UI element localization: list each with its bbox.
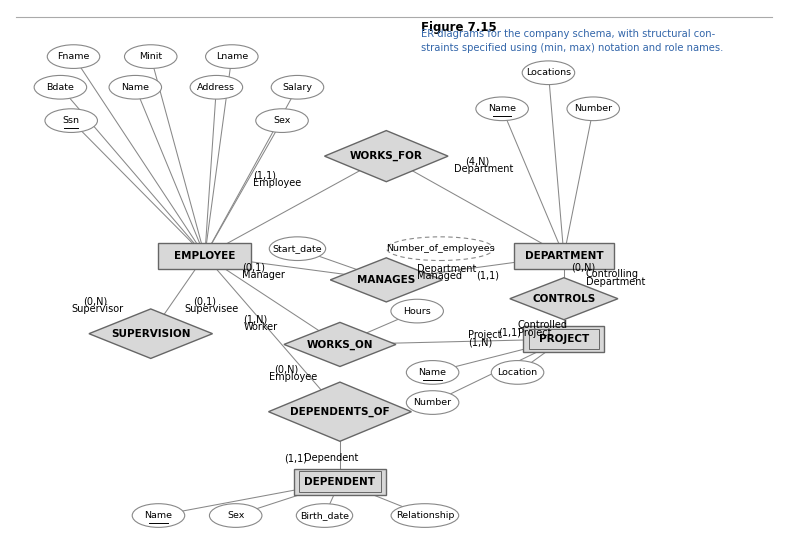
Ellipse shape [206,45,258,69]
Text: DEPARTMENT: DEPARTMENT [525,251,603,261]
Polygon shape [89,309,213,358]
Text: Manager: Manager [242,270,284,280]
Text: Number_of_employees: Number_of_employees [386,244,495,253]
Text: Employee: Employee [269,372,317,382]
Text: EMPLOYEE: EMPLOYEE [174,251,236,261]
Text: CONTROLS: CONTROLS [532,294,596,304]
Text: Controlling: Controlling [585,269,638,279]
Text: Name: Name [488,104,516,113]
Text: (0,N): (0,N) [571,262,596,273]
Text: (1,1): (1,1) [254,171,277,181]
Ellipse shape [476,97,529,121]
Text: Department: Department [454,164,514,173]
Text: (4,N): (4,N) [465,156,489,166]
Text: Birth_date: Birth_date [300,511,349,520]
Text: SUPERVISION: SUPERVISION [111,329,191,339]
Text: Figure 7.15: Figure 7.15 [421,20,496,33]
Ellipse shape [256,109,308,132]
Text: Start_date: Start_date [273,244,322,253]
Ellipse shape [125,45,177,69]
FancyBboxPatch shape [299,472,381,492]
Text: Project: Project [468,330,502,340]
Text: MANAGES: MANAGES [357,275,415,285]
Text: Managed: Managed [417,271,463,281]
Text: Number: Number [414,398,452,407]
Text: ER diagrams for the company schema, with structural con-
straints specified usin: ER diagrams for the company schema, with… [421,29,723,53]
Text: Employee: Employee [254,178,302,188]
Text: Ssn: Ssn [63,116,80,125]
Text: Lname: Lname [216,52,248,61]
Ellipse shape [271,75,324,99]
Text: (0,N): (0,N) [274,365,299,374]
Text: Location: Location [497,368,537,377]
FancyBboxPatch shape [523,326,604,352]
Text: (1,N): (1,N) [243,315,268,325]
Polygon shape [510,278,618,320]
Text: Bdate: Bdate [46,83,74,92]
Text: PROJECT: PROJECT [539,334,589,344]
Text: WORKS_ON: WORKS_ON [307,339,374,350]
Text: Name: Name [121,83,149,92]
Text: (1,N): (1,N) [468,338,492,348]
Text: Supervisee: Supervisee [184,304,238,313]
Text: Hours: Hours [403,306,431,316]
Polygon shape [330,258,442,302]
Text: Sex: Sex [273,116,291,125]
Text: Dependent: Dependent [303,453,358,463]
Text: Address: Address [197,83,236,92]
Ellipse shape [45,109,98,132]
Text: DEPENDENT: DEPENDENT [304,477,375,486]
Text: Controlled: Controlled [518,320,567,330]
Text: Locations: Locations [526,68,571,77]
FancyBboxPatch shape [514,243,614,268]
Text: Name: Name [418,368,447,377]
Ellipse shape [567,97,619,121]
Ellipse shape [522,61,574,85]
Ellipse shape [47,45,100,69]
Text: (0,1): (0,1) [242,262,265,273]
Ellipse shape [387,237,494,261]
Text: Relationship: Relationship [396,511,454,520]
Ellipse shape [407,361,459,384]
Ellipse shape [407,391,459,414]
Text: (1,1): (1,1) [476,270,499,280]
Text: Department: Department [585,277,645,287]
Ellipse shape [210,503,262,528]
Text: Fname: Fname [58,52,90,61]
Text: Project: Project [518,328,551,338]
FancyBboxPatch shape [529,329,599,349]
Polygon shape [325,131,448,182]
Text: (0,1): (0,1) [193,296,216,306]
Text: Sex: Sex [227,511,244,520]
Ellipse shape [132,503,184,528]
Polygon shape [284,322,396,367]
Text: Minit: Minit [139,52,162,61]
FancyBboxPatch shape [294,469,386,495]
Text: (1,1): (1,1) [284,453,307,463]
Text: (0,N): (0,N) [84,296,108,306]
Ellipse shape [269,237,325,261]
Text: Supervisor: Supervisor [71,304,124,313]
Text: Number: Number [574,104,612,113]
Ellipse shape [391,503,459,528]
Text: Department: Department [417,264,477,274]
Ellipse shape [491,361,544,384]
Ellipse shape [190,75,243,99]
FancyBboxPatch shape [158,243,251,268]
Text: DEPENDENTS_OF: DEPENDENTS_OF [290,407,390,417]
Text: Salary: Salary [282,83,313,92]
Text: (1,1): (1,1) [498,328,521,338]
Ellipse shape [391,299,444,323]
Ellipse shape [109,75,162,99]
Text: WORKS_FOR: WORKS_FOR [350,151,422,161]
Ellipse shape [34,75,87,99]
Polygon shape [269,382,411,441]
Ellipse shape [296,503,353,528]
Text: Worker: Worker [243,322,277,332]
Text: Name: Name [144,511,173,520]
